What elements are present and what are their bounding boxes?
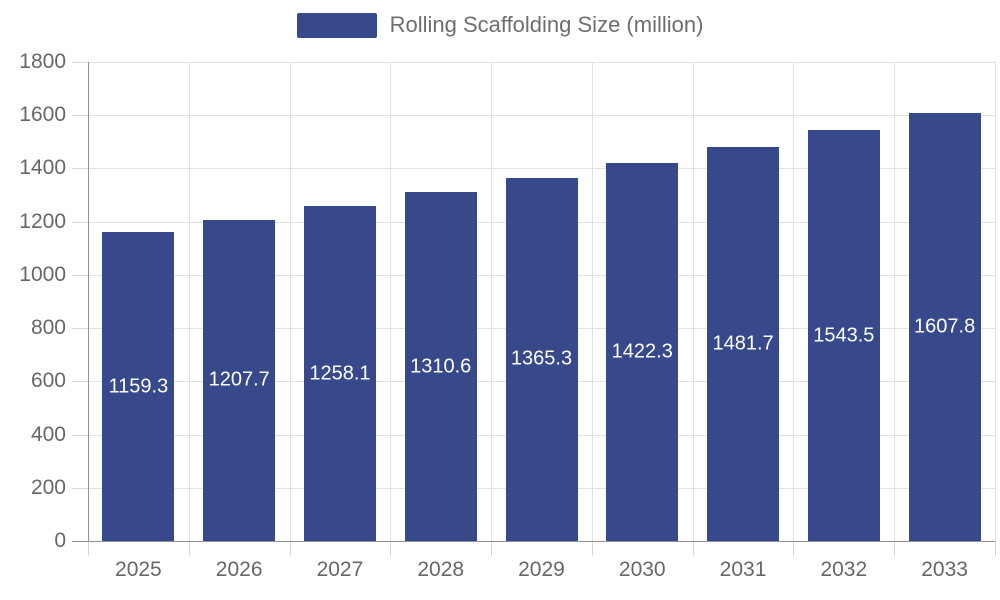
x-axis-tick (995, 541, 996, 556)
v-gridline (793, 62, 795, 541)
legend-swatch (296, 12, 377, 38)
x-axis-tick (390, 541, 392, 556)
v-gridline (591, 62, 593, 541)
legend-item[interactable]: Rolling Scaffolding Size (million) (296, 12, 704, 38)
bar[interactable]: 1422.3 (606, 162, 679, 541)
x-axis-line (72, 541, 995, 542)
x-axis-tick (491, 541, 493, 556)
bar[interactable]: 1607.8 (908, 113, 981, 541)
x-axis-tick (289, 541, 291, 556)
v-gridline (491, 62, 493, 541)
x-axis-label: 2027 (316, 558, 364, 581)
legend-label: Rolling Scaffolding Size (million) (389, 12, 704, 37)
bar-value-label: 1607.8 (914, 315, 976, 338)
bar[interactable]: 1543.5 (807, 130, 880, 541)
h-gridline (88, 62, 995, 63)
bar[interactable]: 1258.1 (303, 206, 376, 541)
x-axis-label: 2029 (518, 558, 565, 581)
bar[interactable]: 1481.7 (707, 146, 780, 541)
v-gridline (188, 62, 190, 541)
v-gridline (692, 62, 694, 541)
x-axis-label: 2031 (719, 558, 767, 581)
y-axis-tick (72, 381, 88, 383)
bar-value-label: 1365.3 (510, 347, 573, 370)
v-gridline (289, 62, 291, 541)
x-axis-label: 2026 (215, 558, 263, 581)
h-gridline (88, 168, 995, 170)
y-axis-label: 200 (30, 475, 66, 499)
bar-value-label: 1481.7 (712, 332, 774, 355)
x-axis-tick (793, 541, 795, 556)
x-axis-tick (692, 541, 694, 556)
x-axis-label: 2028 (417, 558, 465, 581)
y-axis-label: 0 (54, 529, 66, 552)
v-gridline (894, 62, 896, 541)
x-axis-label: 2025 (115, 558, 162, 581)
y-axis-tick (72, 221, 88, 223)
v-gridline (995, 62, 996, 541)
y-axis-tick (72, 434, 88, 436)
y-axis-label: 1600 (19, 103, 66, 127)
bar-value-label: 1422.3 (611, 340, 673, 363)
bar[interactable]: 1365.3 (505, 177, 578, 541)
x-axis-tick (88, 541, 89, 556)
y-axis-tick (72, 328, 88, 330)
y-axis-line (88, 62, 89, 541)
y-axis-label: 800 (30, 316, 66, 340)
bar[interactable]: 1207.7 (203, 219, 276, 541)
x-axis-tick (591, 541, 593, 556)
bar-value-label: 1258.1 (309, 362, 371, 385)
y-axis-label: 400 (30, 422, 66, 446)
h-gridline (88, 115, 995, 117)
v-gridline (390, 62, 392, 541)
y-axis-label: 600 (30, 369, 66, 393)
y-axis-tick (72, 62, 88, 63)
y-axis-tick (72, 274, 88, 276)
x-axis-tick (188, 541, 190, 556)
legend: Rolling Scaffolding Size (million) (0, 12, 1000, 38)
y-axis-tick (72, 168, 88, 170)
x-axis-label: 2030 (618, 558, 666, 581)
bar-value-label: 1310.6 (410, 355, 472, 378)
y-axis-tick (72, 487, 88, 489)
y-axis-label: 1200 (19, 209, 66, 233)
bar[interactable]: 1310.6 (404, 192, 477, 541)
x-axis-label: 2032 (820, 558, 868, 581)
bar-value-label: 1159.3 (108, 375, 169, 398)
y-axis-label: 1000 (19, 262, 66, 286)
bar[interactable]: 1159.3 (102, 232, 175, 541)
bar-value-label: 1543.5 (813, 324, 875, 347)
y-axis-label: 1400 (19, 156, 66, 180)
y-axis-tick (72, 115, 88, 117)
x-axis-tick (894, 541, 896, 556)
y-axis-label: 1800 (19, 50, 66, 73)
x-axis-label: 2033 (921, 558, 968, 581)
bar-value-label: 1207.7 (208, 368, 270, 391)
